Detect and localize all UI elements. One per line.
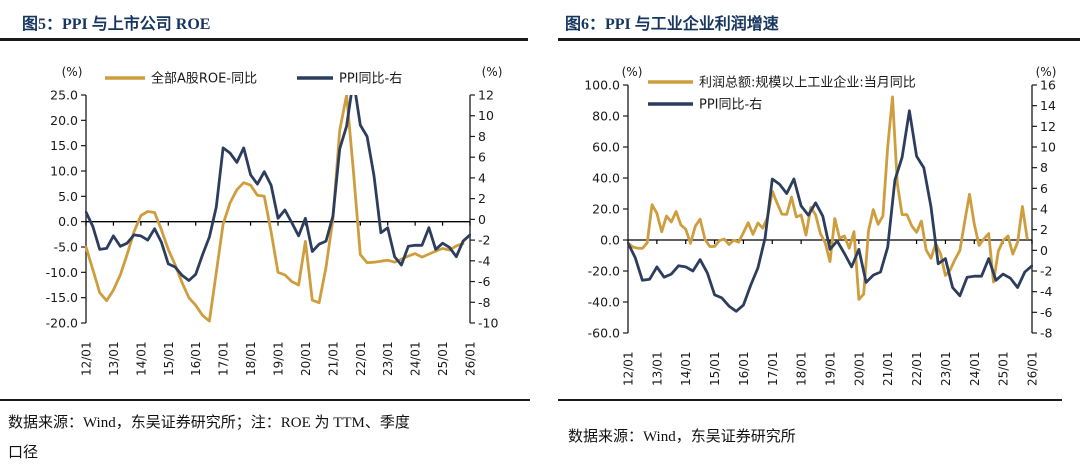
left-axis-tick-label: 80.0 — [592, 109, 620, 124]
right-axis-tick-label: 12 — [1040, 119, 1056, 134]
legend-label-ppi-yoy: PPI同比-右 — [699, 98, 762, 113]
right-axis-tick-label: 16 — [1040, 78, 1056, 93]
left-axis-unit: (%) — [62, 65, 83, 79]
right-axis-unit: (%) — [482, 65, 503, 79]
figure-5-footer-rule — [0, 399, 530, 401]
figure-5-title-rule — [0, 38, 528, 41]
x-axis-tick-label: 20/01 — [299, 341, 313, 376]
left-axis-tick-label: 100.0 — [584, 78, 620, 93]
left-axis-tick-label: -20.0 — [588, 264, 620, 279]
x-axis-tick-label: 26/01 — [1026, 351, 1040, 386]
x-axis-tick-label: 21/01 — [881, 351, 895, 386]
right-axis-tick-label: -4 — [1040, 284, 1053, 299]
right-axis-tick-label: 8 — [478, 129, 486, 144]
left-axis-tick-label: -5.0 — [54, 240, 78, 255]
series-line-ppi-yoy — [85, 95, 471, 282]
left-axis-tick-label: 20.0 — [50, 113, 78, 128]
left-axis-tick-label: 15.0 — [50, 138, 78, 153]
right-axis-tick-label: -4 — [478, 253, 491, 268]
right-axis-tick-label: -2 — [478, 233, 490, 248]
x-axis-tick-label: 23/01 — [381, 341, 395, 376]
x-axis-tick-label: 26/01 — [464, 341, 478, 376]
right-axis-tick-label: -6 — [478, 274, 491, 289]
x-axis-tick-label: 13/01 — [107, 341, 121, 376]
x-axis-tick-label: 20/01 — [852, 351, 866, 386]
x-axis-tick-label: 25/01 — [436, 341, 450, 376]
right-axis-tick-label: -10 — [478, 316, 498, 331]
right-axis-tick-label: -8 — [1040, 326, 1053, 341]
x-axis-tick-label: 16/01 — [737, 351, 751, 386]
left-axis-unit: (%) — [622, 65, 643, 79]
x-axis-tick-label: 18/01 — [244, 341, 258, 376]
left-axis-tick-label: 60.0 — [592, 140, 620, 155]
x-axis-tick-label: 17/01 — [766, 351, 780, 386]
right-axis-tick-label: -6 — [1040, 305, 1053, 320]
legend-label-roe-yoy: 全部A股ROE-同比 — [151, 71, 257, 87]
right-axis-tick-label: 14 — [1040, 98, 1056, 113]
x-axis-tick-label: 25/01 — [997, 351, 1011, 386]
figure-6-source-note: 数据来源：Wind，东吴证券研究所 — [568, 429, 796, 445]
left-axis-tick-label: 20.0 — [592, 202, 620, 217]
right-axis-tick-label: -2 — [1040, 264, 1052, 279]
figure-6: 图6：PPI 与工业企业利润增速 100.0 80.0 60.0 40.0 20.0 0.… — [558, 10, 1080, 468]
x-axis-tick-label: 23/01 — [939, 351, 953, 386]
right-axis-tick-label: 0 — [1040, 243, 1048, 258]
left-axis-tick-label: 25.0 — [50, 88, 78, 103]
right-axis-tick-label: 2 — [1040, 222, 1048, 237]
x-axis-tick-label: 15/01 — [708, 351, 722, 386]
figure-5: 图5：PPI 与上市公司 ROE 25.0 20.0 15.0 10.0 5.0 0.0 -… — [0, 10, 530, 468]
series-line-ppi-yoy — [627, 109, 1033, 313]
figure-6-title: 图6：PPI 与工业企业利润增速 — [565, 16, 779, 33]
x-axis-tick-label: 17/01 — [217, 341, 231, 376]
figure-6-chart: 100.080.060.040.020.00.0-20.0-40.0-60.01… — [584, 65, 1057, 386]
left-axis-tick-label: 0.0 — [58, 214, 78, 229]
left-axis-tick-label: -15.0 — [46, 290, 78, 305]
left-axis-tick-label: -60.0 — [588, 326, 620, 341]
x-axis-tick-label: 24/01 — [968, 351, 982, 386]
x-axis-tick-label: 22/01 — [354, 341, 368, 376]
left-axis-tick-label: 10.0 — [50, 164, 78, 179]
figure-6-footer-rule — [558, 399, 1062, 401]
right-axis-tick-label: 10 — [1040, 140, 1056, 155]
left-axis-tick-label: -20.0 — [46, 316, 78, 331]
right-axis-tick-label: 4 — [1040, 202, 1048, 217]
right-axis-tick-label: 0 — [478, 212, 486, 227]
left-axis-tick-label: -40.0 — [588, 295, 620, 310]
x-axis-tick-label: 15/01 — [162, 341, 176, 376]
left-axis-tick-label: 5.0 — [58, 189, 78, 204]
legend-label-industrial-profit-yoy: 利润总额:规模以上工业企业:当月同比 — [699, 75, 916, 91]
x-axis-tick-label: 19/01 — [824, 351, 838, 386]
right-axis-tick-label: 6 — [478, 150, 486, 165]
figure-5-title: 图5：PPI 与上市公司 ROE — [22, 16, 211, 33]
x-axis-tick-label: 14/01 — [679, 351, 693, 386]
left-axis-tick-label: 0.0 — [600, 233, 620, 248]
x-axis-tick-label: 14/01 — [134, 341, 148, 376]
right-axis-tick-label: 12 — [478, 88, 494, 103]
left-axis-tick-label: 40.0 — [592, 171, 620, 186]
x-axis-tick-label: 13/01 — [650, 351, 664, 386]
x-axis-tick-label: 21/01 — [326, 341, 340, 376]
x-axis-tick-label: 12/01 — [80, 341, 94, 376]
x-axis-tick-label: 16/01 — [189, 341, 203, 376]
figure-5-source-note: 数据来源：Wind，东吴证券研究所；注：ROE 为 TTM、季度口径 — [8, 415, 410, 461]
series-line-roe-yoy — [85, 95, 465, 323]
right-axis-unit: (%) — [1036, 65, 1057, 79]
figure-5-chart: 25.0 20.0 15.0 10.0 5.0 0.0 -5.0 -10.0 -15.0 -20.… — [46, 65, 503, 376]
series-line-industrial-profit-yoy — [627, 95, 1029, 301]
legend-label-ppi-yoy: PPI同比-右 — [339, 72, 402, 87]
right-axis-tick-label: -8 — [478, 295, 491, 310]
figure-6-title-rule — [558, 38, 1080, 41]
right-axis-tick-label: 8 — [1040, 160, 1048, 175]
right-axis-tick-label: 10 — [478, 108, 494, 123]
x-axis-tick-label: 18/01 — [795, 351, 809, 386]
right-axis-tick-label: 2 — [478, 191, 486, 206]
x-axis-tick-label: 12/01 — [622, 351, 636, 386]
x-axis-tick-label: 24/01 — [409, 341, 423, 376]
right-axis-tick-label: 4 — [478, 170, 486, 185]
right-axis-tick-label: 6 — [1040, 181, 1048, 196]
x-axis-tick-label: 22/01 — [910, 351, 924, 386]
x-axis-tick-label: 19/01 — [272, 341, 286, 376]
left-axis-tick-label: -10.0 — [46, 265, 78, 280]
